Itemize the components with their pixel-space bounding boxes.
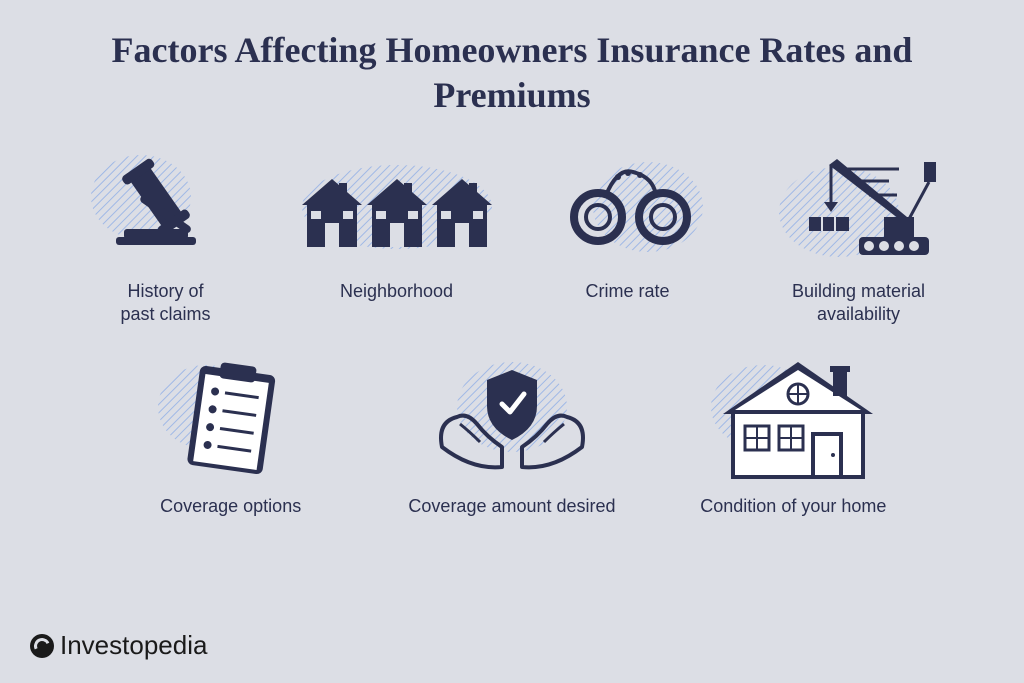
factors-row-2: Coverage options Coverage amount desired [0, 357, 1024, 518]
factor-crime-rate: Crime rate [522, 142, 733, 327]
factor-past-claims: History ofpast claims [60, 142, 271, 327]
factor-coverage-options: Coverage options [100, 357, 361, 518]
factor-label: Condition of your home [700, 495, 886, 518]
factor-label: Crime rate [585, 280, 669, 303]
brand-text: Investopedia [60, 630, 207, 661]
factors-row-1: History ofpast claims Neighborhood [0, 142, 1024, 327]
factor-home-condition: Condition of your home [663, 357, 924, 518]
brand-icon [30, 634, 54, 658]
houses-icon [307, 142, 487, 272]
handcuffs-icon [538, 142, 718, 272]
factor-coverage-amount: Coverage amount desired [381, 357, 642, 518]
factor-label: Building materialavailability [792, 280, 925, 327]
page-title: Factors Affecting Homeowners Insurance R… [0, 0, 1024, 142]
factor-building-material: Building materialavailability [753, 142, 964, 327]
factor-label: History ofpast claims [120, 280, 210, 327]
factor-label: Neighborhood [340, 280, 453, 303]
factor-label: Coverage amount desired [408, 495, 615, 518]
crane-icon [769, 142, 949, 272]
factor-neighborhood: Neighborhood [291, 142, 502, 327]
gavel-icon [76, 142, 256, 272]
brand-logo: Investopedia [30, 630, 207, 661]
house-single-icon [703, 357, 883, 487]
hands-shield-icon [422, 357, 602, 487]
clipboard-icon [141, 357, 321, 487]
factor-label: Coverage options [160, 495, 301, 518]
